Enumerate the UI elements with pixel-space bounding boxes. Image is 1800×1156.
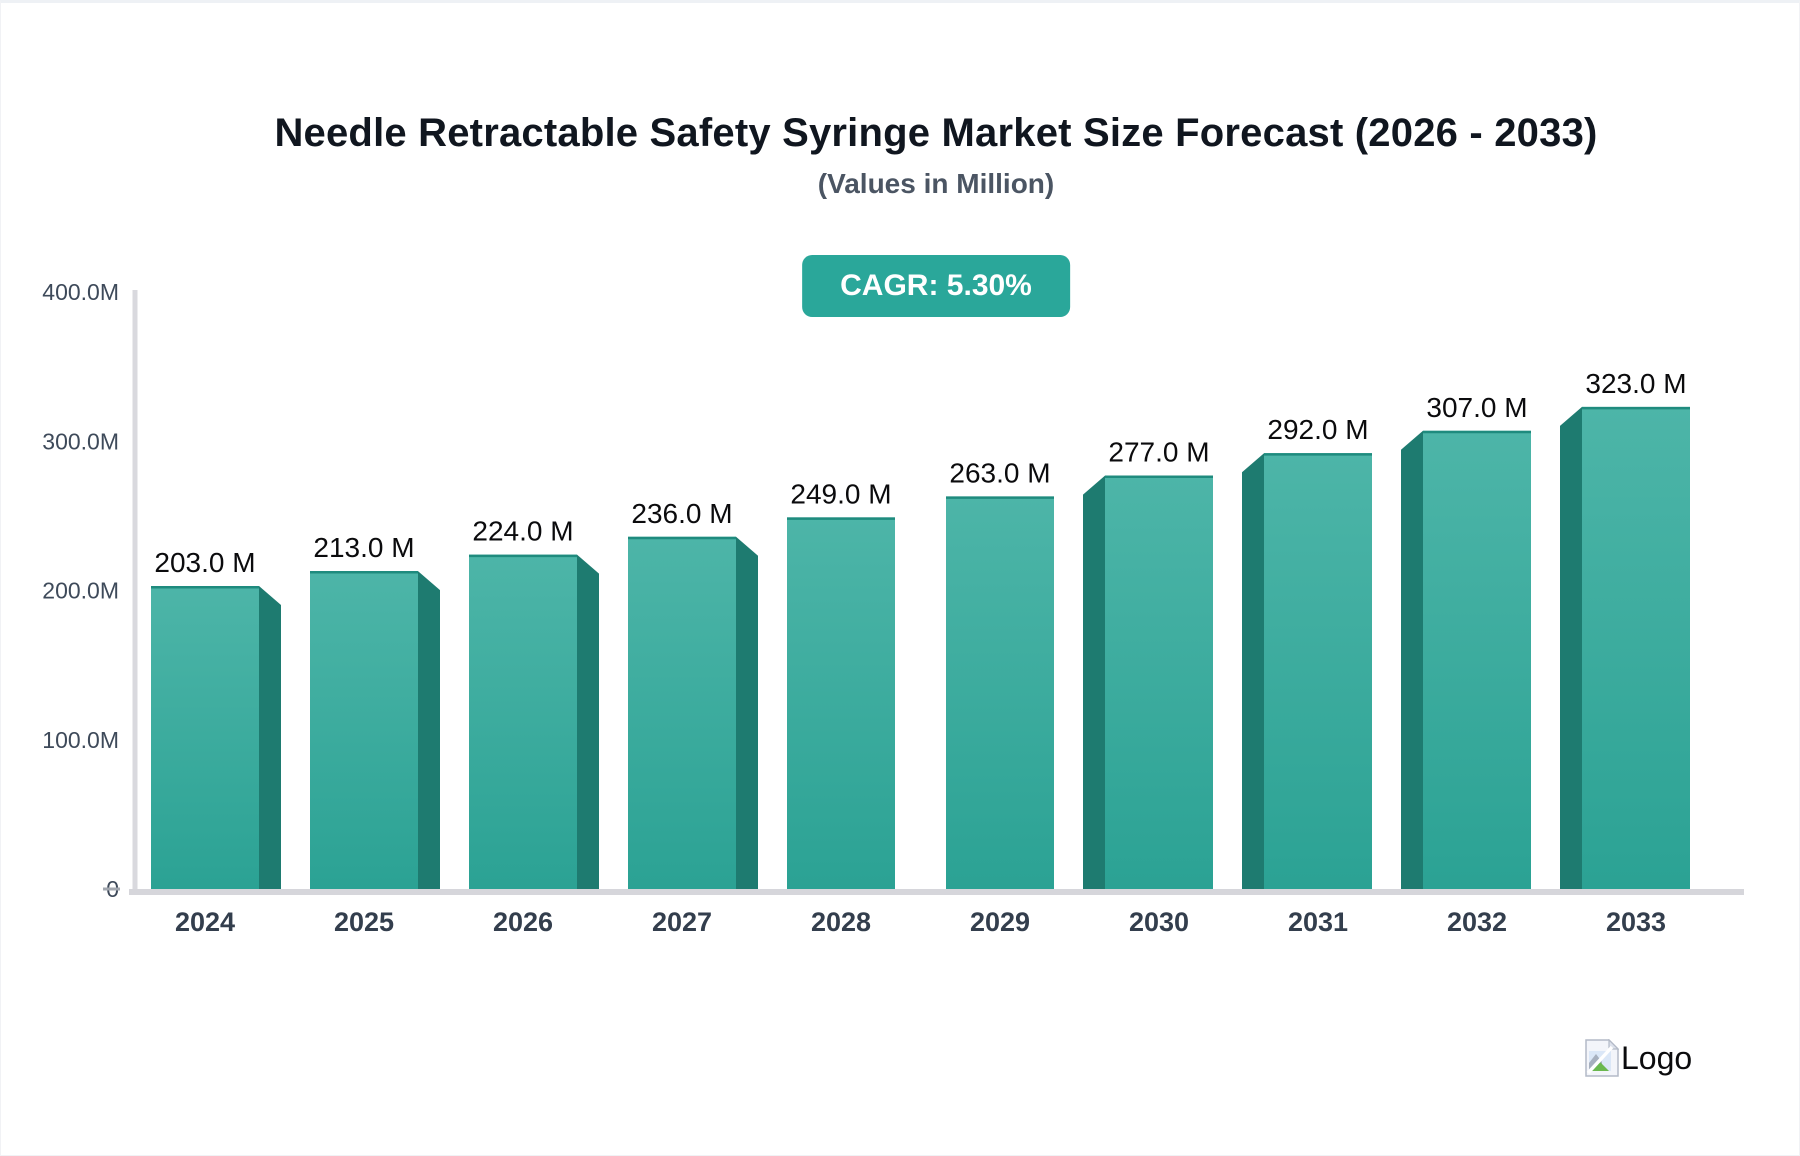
x-axis-baseline: [129, 889, 1744, 895]
bar-group-2030: 277.0 M 2030: [1083, 437, 1213, 937]
x-axis-year-label: 2032: [1447, 907, 1507, 937]
bar-group-2026: 224.0 M 2026: [469, 516, 599, 937]
y-axis-tick-label: 300.0M: [42, 428, 119, 454]
bar-3d-side: [1242, 453, 1264, 889]
bar-3d-side: [1083, 475, 1105, 889]
bar-value-label: 224.0 M: [472, 516, 573, 547]
bar-group-2029: 263.0 M 2029: [946, 457, 1054, 937]
y-axis-tick-label: 400.0M: [42, 279, 119, 305]
bar-face: [1582, 406, 1690, 889]
y-axis-tick-label: 200.0M: [42, 578, 119, 604]
y-axis-line: [132, 290, 138, 895]
bar-value-label: 263.0 M: [949, 457, 1050, 488]
chart-subtitle: (Values in Million): [817, 168, 1055, 199]
bar-group-2028: 249.0 M 2028: [787, 478, 895, 937]
bar-3d-side: [577, 554, 599, 889]
bar-group-2025: 213.0 M 2025: [310, 532, 440, 937]
bar-value-label: 213.0 M: [313, 532, 414, 563]
zero-tick-mark: [103, 887, 120, 891]
cagr-badge: CAGR: 5.30%: [802, 255, 1070, 317]
bar-face: [469, 554, 577, 889]
logo: Logo: [1585, 1039, 1692, 1077]
bar-value-label: 277.0 M: [1108, 437, 1209, 468]
bar-3d-side: [1560, 406, 1582, 889]
bar-face: [787, 517, 895, 889]
bar-value-label: 307.0 M: [1426, 392, 1527, 423]
x-axis-year-label: 2027: [652, 907, 712, 937]
bar-value-label: 249.0 M: [790, 478, 891, 509]
bar-3d-side: [736, 536, 758, 889]
x-axis-year-label: 2029: [970, 907, 1030, 937]
bar-face: [151, 586, 259, 889]
bar-group-2032: 307.0 M 2032: [1401, 392, 1531, 937]
broken-image-icon: [1585, 1039, 1619, 1077]
bar-group-2024: 203.0 M 2024: [151, 547, 281, 937]
bar-value-label: 203.0 M: [154, 547, 255, 578]
bar-face: [628, 536, 736, 889]
bar-value-label: 292.0 M: [1267, 414, 1368, 445]
x-axis-year-label: 2025: [334, 907, 394, 937]
bar-face: [946, 496, 1054, 889]
x-axis-year-label: 2024: [175, 907, 235, 937]
chart-title: Needle Retractable Safety Syringe Market…: [274, 111, 1598, 155]
bar-group-2031: 292.0 M 2031: [1242, 414, 1372, 937]
bar-3d-side: [259, 586, 281, 889]
bar-face: [1423, 430, 1531, 889]
bar-group-2027: 236.0 M 2027: [628, 498, 758, 937]
y-axis-tick-label: 100.0M: [42, 727, 119, 753]
x-axis-year-label: 2026: [493, 907, 553, 937]
bar-group-2033: 323.0 M 2033: [1560, 368, 1690, 937]
bar-value-label: 236.0 M: [631, 498, 732, 529]
x-axis-year-label: 2031: [1288, 907, 1348, 937]
bar-face: [1105, 475, 1213, 889]
x-axis-year-label: 2030: [1129, 907, 1189, 937]
bar-3d-side: [1401, 430, 1423, 889]
bar-3d-side: [418, 571, 440, 889]
bar-face: [310, 571, 418, 889]
logo-text: Logo: [1621, 1039, 1693, 1076]
bar-value-label: 323.0 M: [1585, 368, 1686, 399]
x-axis-year-label: 2033: [1606, 907, 1666, 937]
bar-face: [1264, 453, 1372, 889]
x-axis-year-label: 2028: [811, 907, 871, 937]
chart-header: Needle Retractable Safety Syringe Market…: [36, 111, 1799, 200]
